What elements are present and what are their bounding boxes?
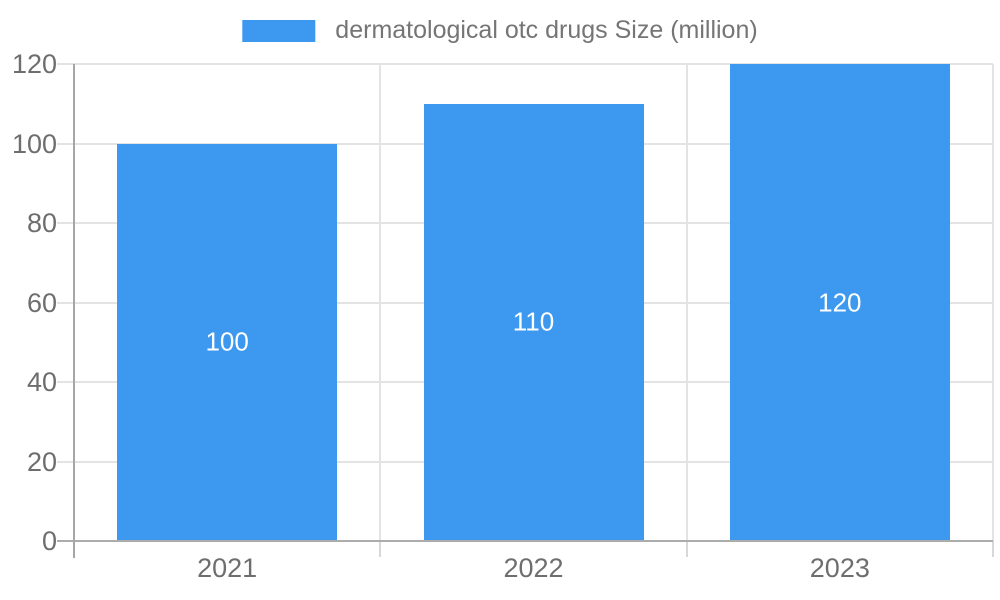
x-axis-tick-label: 2022 (503, 553, 564, 583)
bar-value-label: 120 (818, 287, 862, 317)
y-axis-tick-label: 0 (41, 526, 57, 556)
legend-swatch[interactable] (242, 19, 316, 42)
bar[interactable] (117, 143, 338, 541)
y-axis-line (73, 64, 75, 558)
bar[interactable] (729, 64, 950, 541)
x-axis-line (57, 540, 993, 542)
x-gridline (379, 64, 382, 541)
y-axis-tick-label: 120 (11, 49, 57, 79)
x-axis-tick-label: 2023 (809, 553, 870, 583)
x-axis-tick (685, 541, 688, 557)
legend[interactable]: dermatological otc drugs Size (million) (242, 16, 758, 45)
bar-value-label: 110 (512, 306, 555, 337)
x-gridline (685, 64, 688, 541)
bar-value-label: 100 (205, 326, 249, 357)
y-axis-tick-label: 60 (26, 287, 57, 318)
x-gridline (992, 64, 994, 541)
y-axis-tick-label: 100 (11, 128, 57, 159)
y-axis-tick-label: 20 (26, 446, 57, 477)
y-gridline (57, 63, 993, 65)
bar[interactable] (423, 103, 644, 541)
x-axis-tick-label: 2021 (197, 553, 258, 583)
y-axis-tick-label: 80 (26, 208, 57, 238)
x-axis-tick (379, 541, 382, 557)
x-axis-tick (992, 541, 994, 557)
y-axis-tick-label: 40 (26, 367, 57, 397)
legend-label: dermatological otc drugs Size (million) (335, 16, 758, 44)
